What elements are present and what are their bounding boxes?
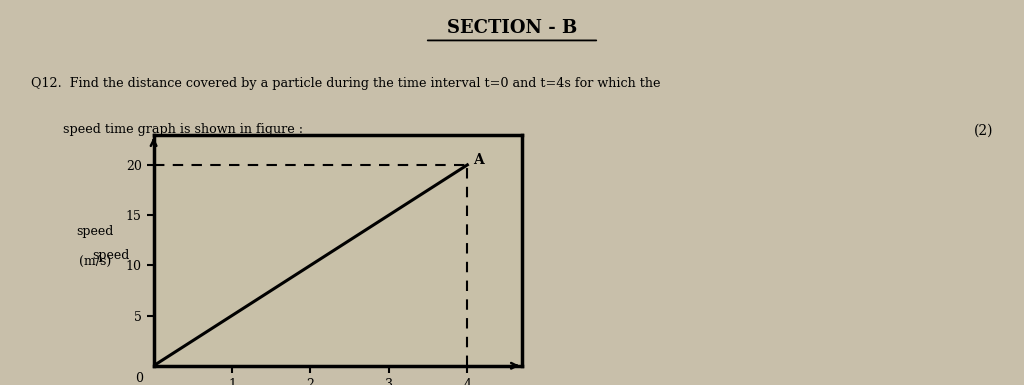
- Text: 0: 0: [135, 372, 143, 385]
- Text: A: A: [473, 153, 483, 167]
- Text: Q12.  Find the distance covered by a particle during the time interval t=0 and t: Q12. Find the distance covered by a part…: [31, 77, 660, 90]
- Text: (m/s): (m/s): [79, 255, 112, 268]
- Text: speed: speed: [77, 224, 114, 238]
- Text: SECTION - B: SECTION - B: [446, 19, 578, 37]
- Text: (2): (2): [974, 123, 993, 137]
- Text: speed: speed: [92, 249, 129, 262]
- Text: speed time graph is shown in figure :: speed time graph is shown in figure :: [31, 123, 303, 136]
